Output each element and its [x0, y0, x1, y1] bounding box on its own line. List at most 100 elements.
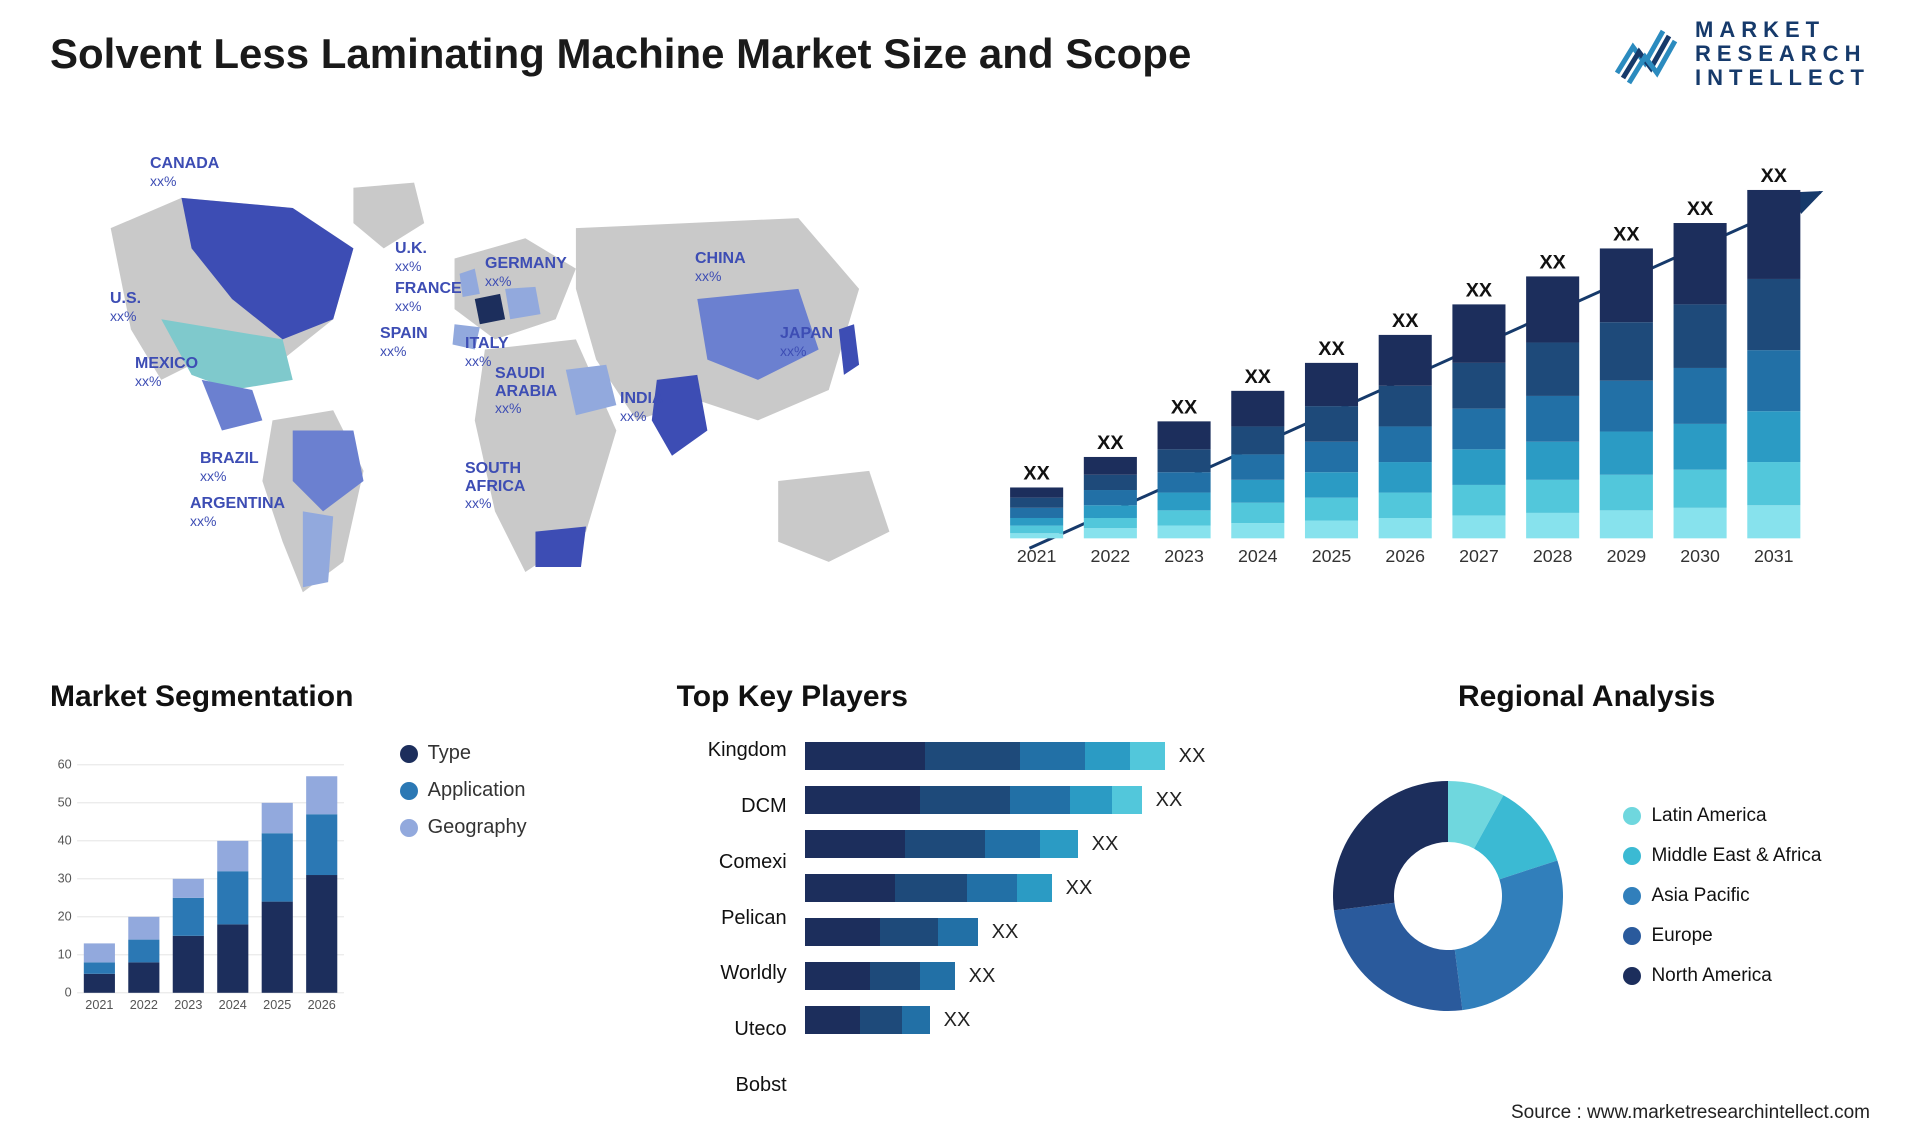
- bar-segment: [895, 874, 967, 902]
- player-bar: [805, 786, 1142, 814]
- player-bar-row: XX: [805, 784, 1244, 816]
- svg-text:2023: 2023: [174, 998, 202, 1012]
- svg-text:XX: XX: [1318, 338, 1345, 360]
- bar-segment: [920, 962, 955, 990]
- players-labels: KingdomDCMComexiPelicanWorldlyUtecoBobst: [677, 732, 787, 1112]
- player-label: Pelican: [677, 903, 787, 933]
- players-bars: XXXXXXXXXXXXXX: [805, 732, 1244, 1112]
- bottom-row: Market Segmentation 01020304050602021202…: [50, 680, 1870, 1060]
- map-label: JAPANxx%: [780, 325, 833, 360]
- legend-item: North America: [1623, 965, 1870, 987]
- logo-icon: [1615, 23, 1685, 85]
- svg-text:0: 0: [65, 985, 72, 999]
- svg-text:10: 10: [58, 947, 72, 961]
- logo-line3: INTELLECT: [1695, 66, 1870, 90]
- map-label: SAUDIARABIAxx%: [495, 365, 557, 418]
- top-row: CANADAxx%U.S.xx%MEXICOxx%BRAZILxx%ARGENT…: [50, 130, 1870, 650]
- player-value: XX: [1052, 877, 1093, 900]
- svg-text:2021: 2021: [1017, 546, 1057, 566]
- bar-segment: [905, 830, 985, 858]
- svg-text:XX: XX: [1687, 198, 1714, 220]
- svg-text:2030: 2030: [1680, 546, 1720, 566]
- player-label: Comexi: [677, 847, 787, 877]
- svg-text:2023: 2023: [1164, 546, 1204, 566]
- svg-text:2025: 2025: [1312, 546, 1352, 566]
- player-label: Kingdom: [677, 736, 787, 766]
- brand-logo: MARKET RESEARCH INTELLECT: [1615, 18, 1870, 91]
- player-bar-row: XX: [805, 916, 1244, 948]
- svg-text:XX: XX: [1097, 432, 1124, 454]
- regional-title: Regional Analysis: [1303, 680, 1870, 714]
- bar-segment: [805, 830, 905, 858]
- legend-label: Middle East & Africa: [1651, 845, 1821, 867]
- map-label: MEXICOxx%: [135, 355, 198, 390]
- bar-segment: [1010, 786, 1070, 814]
- players-title: Top Key Players: [677, 680, 1244, 714]
- bar-segment: [805, 742, 925, 770]
- player-bar-row: XX: [805, 872, 1244, 904]
- map-label: SOUTHAFRICAxx%: [465, 460, 525, 513]
- map-label: ARGENTINAxx%: [190, 495, 285, 530]
- svg-text:XX: XX: [1613, 224, 1640, 246]
- swatch-icon: [1623, 967, 1641, 985]
- bar-segment: [967, 874, 1017, 902]
- player-value: XX: [955, 965, 996, 988]
- logo-text: MARKET RESEARCH INTELLECT: [1695, 18, 1870, 91]
- world-map: CANADAxx%U.S.xx%MEXICOxx%BRAZILxx%ARGENT…: [50, 130, 940, 650]
- svg-text:30: 30: [58, 871, 72, 885]
- bar-segment: [938, 918, 978, 946]
- svg-text:XX: XX: [1466, 279, 1493, 301]
- bar-segment: [1130, 742, 1165, 770]
- svg-text:2026: 2026: [308, 998, 336, 1012]
- bar-segment: [805, 962, 870, 990]
- segmentation-title: Market Segmentation: [50, 680, 617, 714]
- player-bar: [805, 918, 978, 946]
- donut-svg: [1318, 766, 1578, 1026]
- regional-body: Latin AmericaMiddle East & AfricaAsia Pa…: [1303, 732, 1870, 1060]
- bar-segment: [805, 1006, 860, 1034]
- svg-text:2024: 2024: [219, 998, 247, 1012]
- regional-panel: Regional Analysis Latin AmericaMiddle Ea…: [1303, 680, 1870, 1060]
- player-value: XX: [1142, 789, 1183, 812]
- player-bar: [805, 962, 955, 990]
- bar-segment: [1020, 742, 1085, 770]
- map-label: U.K.xx%: [395, 240, 427, 275]
- map-label: INDIAxx%: [620, 390, 664, 425]
- bar-segment: [880, 918, 938, 946]
- bar-segment: [805, 874, 895, 902]
- map-label: BRAZILxx%: [200, 450, 259, 485]
- player-value: XX: [1165, 745, 1206, 768]
- players-panel: Top Key Players KingdomDCMComexiPelicanW…: [677, 680, 1244, 1060]
- players-body: KingdomDCMComexiPelicanWorldlyUtecoBobst…: [677, 732, 1244, 1112]
- player-bar: [805, 874, 1052, 902]
- player-bar-row: XX: [805, 1004, 1244, 1036]
- bar-segment: [920, 786, 1010, 814]
- swatch-icon: [400, 819, 418, 837]
- map-label: SPAINxx%: [380, 325, 428, 360]
- bar-segment: [805, 786, 920, 814]
- player-bar: [805, 830, 1078, 858]
- player-value: XX: [978, 921, 1019, 944]
- segmentation-legend: TypeApplicationGeography: [400, 732, 617, 1060]
- legend-item: Type: [400, 742, 617, 765]
- svg-text:XX: XX: [1171, 396, 1198, 418]
- legend-item: Middle East & Africa: [1623, 845, 1870, 867]
- svg-text:XX: XX: [1245, 366, 1272, 388]
- swatch-icon: [1623, 927, 1641, 945]
- logo-line2: RESEARCH: [1695, 42, 1870, 66]
- svg-text:XX: XX: [1023, 463, 1050, 485]
- player-bar: [805, 742, 1165, 770]
- legend-item: Europe: [1623, 925, 1870, 947]
- legend-label: Asia Pacific: [1651, 885, 1749, 907]
- svg-text:2021: 2021: [85, 998, 113, 1012]
- legend-item: Asia Pacific: [1623, 885, 1870, 907]
- player-label: DCM: [677, 792, 787, 822]
- legend-label: Application: [428, 779, 526, 802]
- segmentation-body: 0102030405060202120222023202420252026 Ty…: [50, 732, 617, 1060]
- segmentation-panel: Market Segmentation 01020304050602021202…: [50, 680, 617, 1060]
- svg-text:50: 50: [58, 795, 72, 809]
- legend-item: Application: [400, 779, 617, 802]
- map-label: U.S.xx%: [110, 290, 141, 325]
- bar-segment: [870, 962, 920, 990]
- legend-label: Type: [428, 742, 471, 765]
